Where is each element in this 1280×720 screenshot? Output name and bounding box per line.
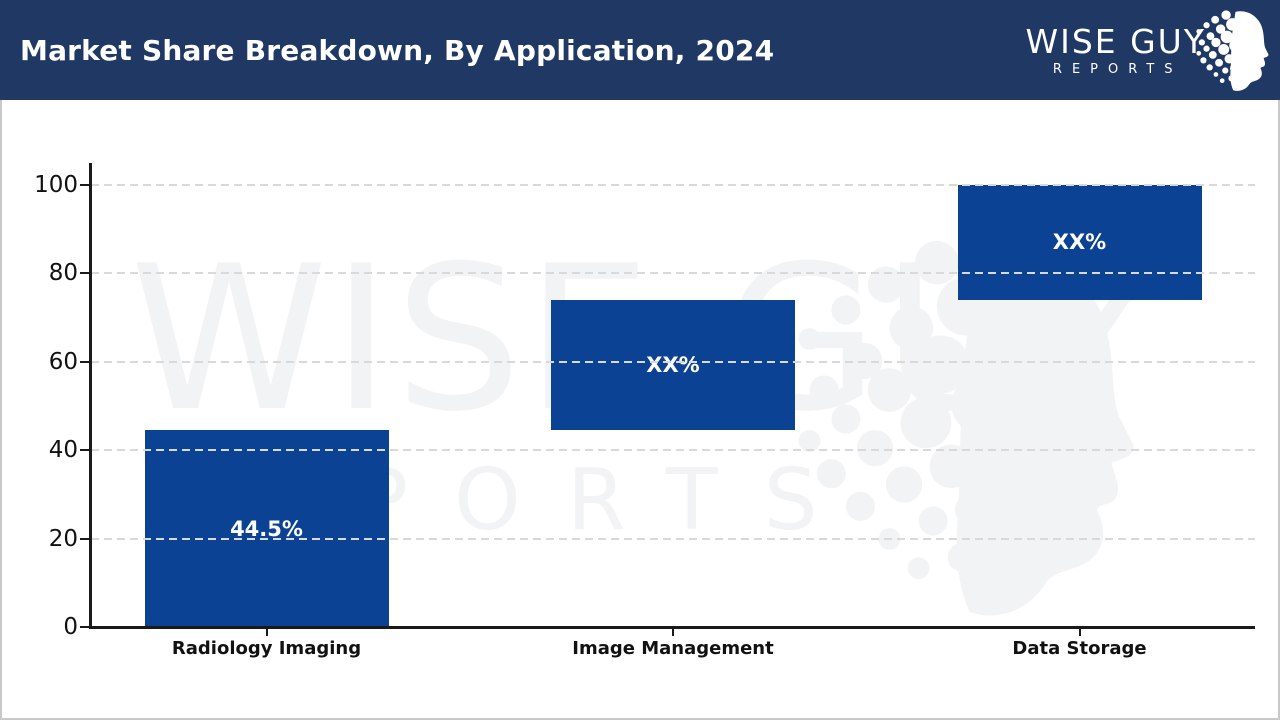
x-tick-3 bbox=[1078, 629, 1081, 636]
y-tick-40 bbox=[80, 449, 89, 451]
chart-canvas: WISE GUY REPORTS 0 20 40 60 80 100 44.5% Radiol… bbox=[0, 100, 1280, 720]
plot-area: 0 20 40 60 80 100 44.5% Radiology Imaging XX% Ima… bbox=[2, 100, 1280, 720]
logo-wordmark: WISE GUY REPORTS bbox=[1025, 21, 1206, 78]
gridline-60 bbox=[91, 360, 1255, 363]
chart-title: Market Share Breakdown, By Application, … bbox=[20, 33, 775, 67]
x-category-label-3: Data Storage bbox=[1012, 638, 1147, 659]
logo-head-icon bbox=[1190, 8, 1270, 94]
y-axis bbox=[89, 163, 92, 629]
gridline-80 bbox=[91, 272, 1255, 274]
logo-wordmark-line1: WISE GUY bbox=[1025, 21, 1206, 61]
bar-3: XX% bbox=[957, 184, 1202, 300]
bar-1: 44.5% bbox=[144, 430, 389, 627]
y-tick-label-20: 20 bbox=[48, 525, 78, 552]
x-axis bbox=[89, 626, 1255, 629]
y-tick-0 bbox=[80, 626, 89, 628]
gridline-40 bbox=[91, 449, 1255, 451]
x-category-label-2: Image Management bbox=[572, 638, 774, 659]
bar-value-label-2: XX% bbox=[646, 352, 700, 377]
x-tick-2 bbox=[672, 629, 674, 636]
bar-value-label-3: XX% bbox=[1052, 230, 1107, 255]
bar-2: XX% bbox=[551, 299, 795, 431]
y-tick-20 bbox=[80, 537, 89, 540]
header-bar: Market Share Breakdown, By Application, … bbox=[0, 0, 1280, 100]
y-tick-100 bbox=[80, 183, 89, 186]
y-tick-80 bbox=[80, 272, 89, 274]
x-category-label-1: Radiology Imaging bbox=[171, 638, 362, 659]
x-tick-1 bbox=[265, 629, 268, 636]
y-tick-label-40: 40 bbox=[48, 437, 78, 463]
y-tick-label-100: 100 bbox=[34, 171, 78, 198]
y-tick-label-0: 0 bbox=[63, 614, 78, 640]
gridline-100 bbox=[91, 183, 1255, 186]
y-tick-label-80: 80 bbox=[48, 260, 78, 286]
logo-wordmark-line2: REPORTS bbox=[1052, 62, 1183, 78]
gridline-20 bbox=[91, 537, 1255, 540]
bar-value-label-1: 44.5% bbox=[230, 516, 303, 541]
y-tick-label-60: 60 bbox=[48, 348, 78, 375]
y-tick-60 bbox=[80, 360, 89, 363]
wise-guy-logo: WISE GUY REPORTS bbox=[1025, 8, 1270, 94]
